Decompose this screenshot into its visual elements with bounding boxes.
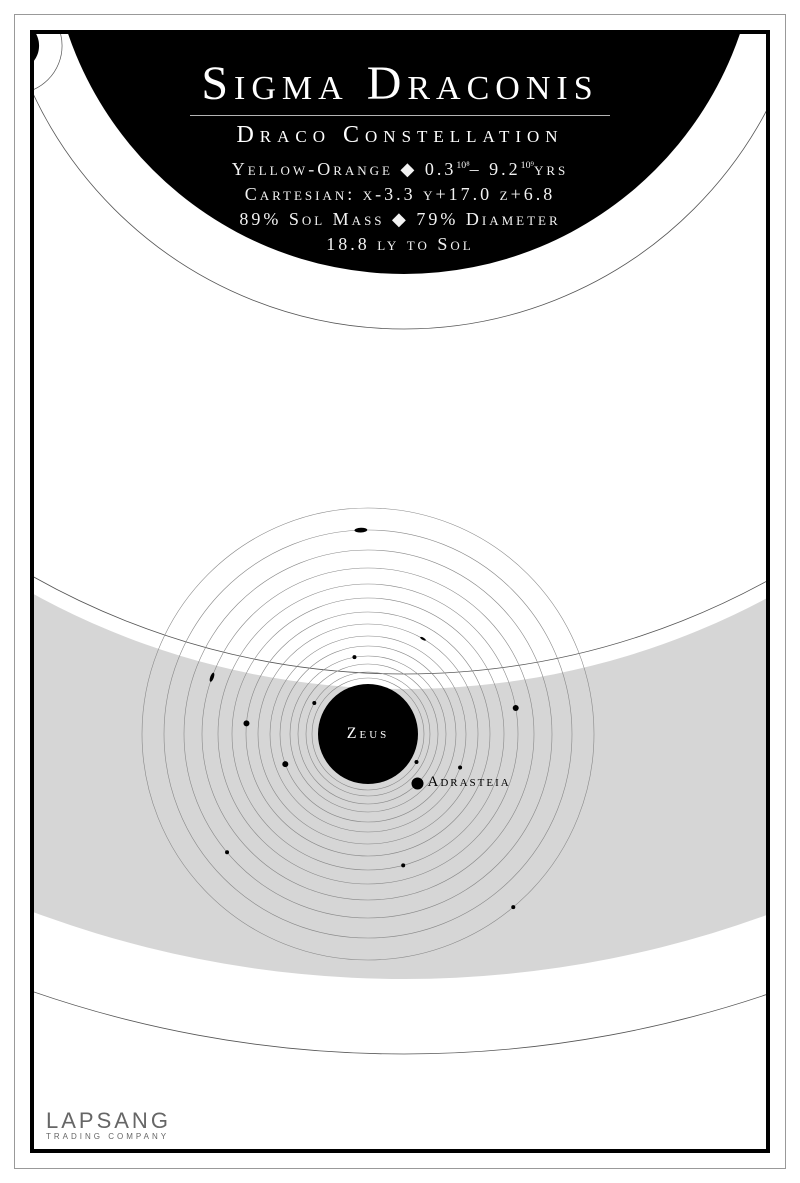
brand-logo: LAPSANG TRADING COMPANY — [46, 1108, 171, 1141]
adrasteia-label: Adrasteia — [427, 774, 510, 791]
stat-line-1: Yellow-Orange ◆ 0.310⁸– 9.210⁹yrs — [100, 159, 700, 180]
diamond-icon: ◆ — [400, 159, 424, 179]
age-max: 9.2 — [489, 159, 521, 179]
age-min: 0.3 — [425, 159, 457, 179]
diagram-stage: 0.210 AU0.557 AU~203 day oribital period… — [34, 34, 766, 1149]
star-title: Sigma Draconis — [100, 56, 700, 111]
star-color: Yellow-Orange — [232, 159, 393, 179]
stat-line-3: 89% Sol Mass ◆ 79% Diameter — [100, 209, 700, 230]
constellation-subtitle: Draco Constellation — [100, 122, 700, 149]
stat-line-4: 18.8 ly to Sol — [100, 234, 700, 255]
age-unit: yrs — [534, 159, 568, 179]
poster-frame: 0.210 AU0.557 AU~203 day oribital period… — [30, 30, 770, 1153]
zeus-label: Zeus — [347, 725, 390, 743]
stat-line-2: Cartesian: x-3.3 y+17.0 z+6.8 — [100, 184, 700, 205]
brand-name: LAPSANG — [46, 1108, 171, 1134]
title-divider — [190, 115, 610, 116]
age-max-exp: 10⁹ — [521, 160, 534, 171]
age-min-exp: 10⁸ — [456, 160, 469, 171]
header-block: Sigma Draconis Draco Constellation Yello… — [100, 34, 700, 259]
brand-tagline: TRADING COMPANY — [46, 1132, 171, 1141]
